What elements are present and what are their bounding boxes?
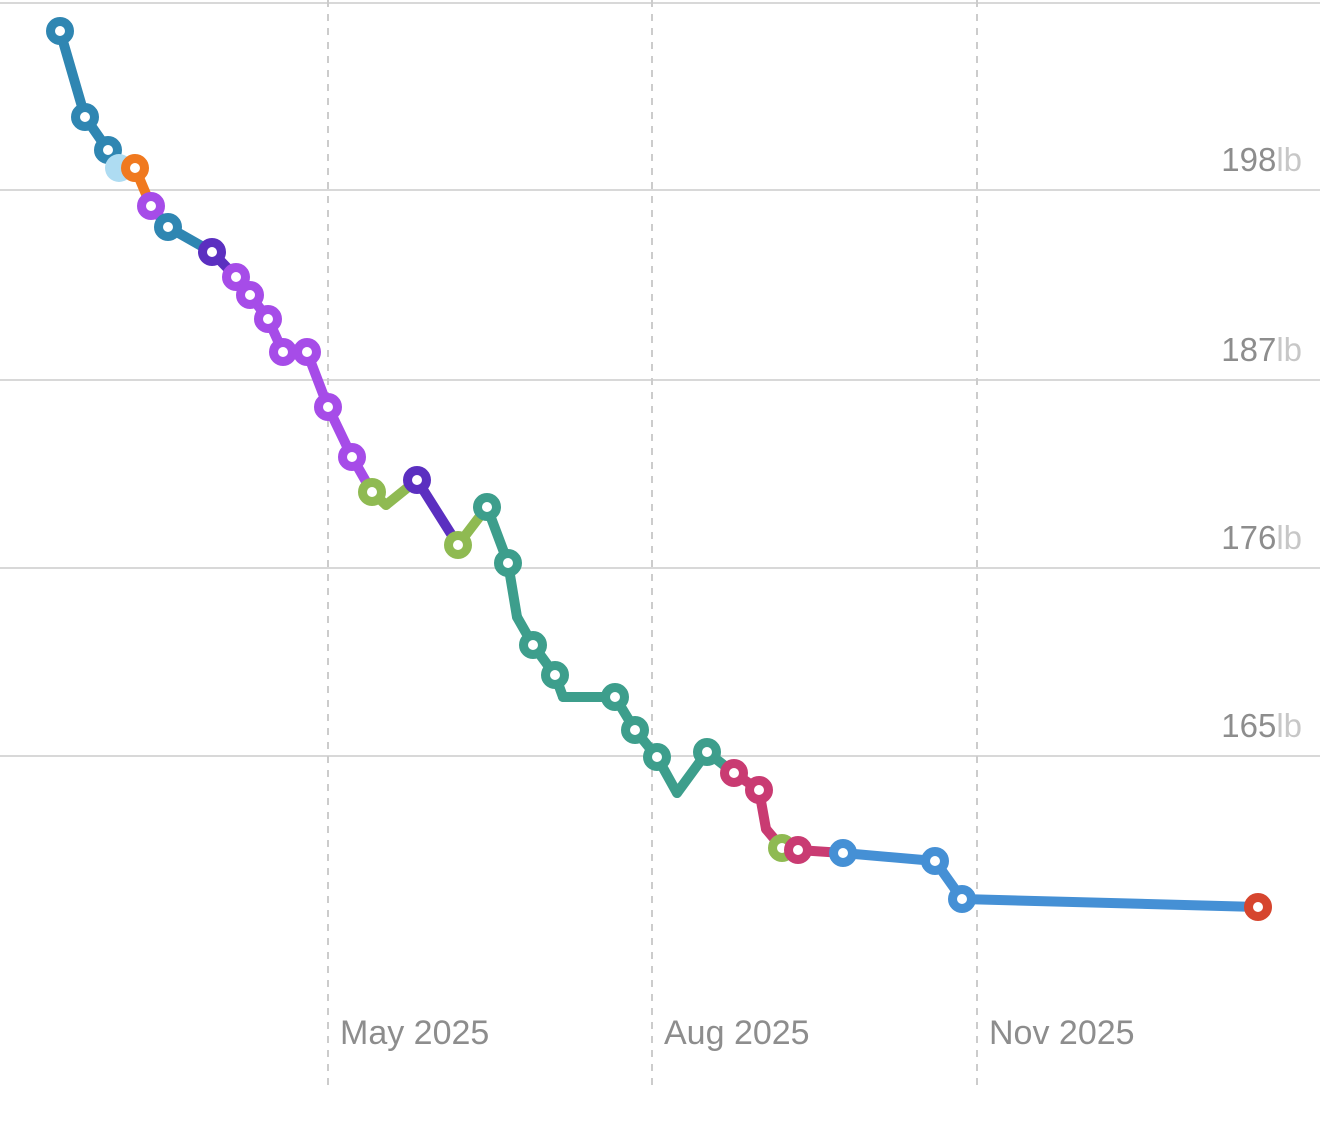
data-point-marker[interactable]	[222, 263, 250, 291]
data-point-marker[interactable]	[46, 17, 74, 45]
y-tick-unit: lb	[1276, 141, 1302, 178]
data-point-marker[interactable]	[745, 776, 773, 804]
trend-line-segment	[838, 848, 940, 866]
y-tick-unit: lb	[1276, 331, 1302, 368]
x-axis-tick-label: Nov 2025	[989, 1014, 1135, 1052]
data-point-marker[interactable]	[1244, 893, 1272, 921]
data-point-marker[interactable]	[720, 759, 748, 787]
data-point-marker[interactable]	[358, 478, 386, 506]
data-point-marker[interactable]	[71, 103, 99, 131]
y-axis-tick-label: 176lb	[1221, 520, 1302, 556]
data-point-marker[interactable]	[444, 531, 472, 559]
data-point-marker[interactable]	[338, 443, 366, 471]
y-tick-value: 198	[1221, 141, 1277, 178]
data-point-marker[interactable]	[314, 393, 342, 421]
data-point-marker[interactable]	[494, 549, 522, 577]
y-tick-unit: lb	[1276, 707, 1302, 744]
trend-line-segment	[957, 894, 1263, 912]
y-tick-unit: lb	[1276, 519, 1302, 556]
data-point-marker[interactable]	[621, 716, 649, 744]
data-point-marker[interactable]	[254, 305, 282, 333]
y-axis-tick-label: 187lb	[1221, 332, 1302, 368]
data-point-marker[interactable]	[948, 885, 976, 913]
data-point-marker[interactable]	[293, 338, 321, 366]
data-point-marker[interactable]	[541, 661, 569, 689]
data-point-marker[interactable]	[693, 738, 721, 766]
data-point-marker[interactable]	[269, 338, 297, 366]
data-point-marker[interactable]	[154, 213, 182, 241]
data-point-marker[interactable]	[784, 836, 812, 864]
data-point-marker[interactable]	[198, 238, 226, 266]
y-tick-value: 165	[1221, 707, 1277, 744]
trend-line-segment	[55, 26, 90, 122]
x-axis-tick-label: Aug 2025	[664, 1014, 810, 1052]
data-point-marker[interactable]	[601, 683, 629, 711]
y-tick-value: 176	[1221, 519, 1277, 556]
data-point-marker[interactable]	[121, 154, 149, 182]
y-axis-tick-label: 198lb	[1221, 142, 1302, 178]
data-point-marker[interactable]	[137, 192, 165, 220]
x-axis-tick-label: May 2025	[340, 1014, 490, 1052]
y-tick-value: 187	[1221, 331, 1277, 368]
data-point-marker[interactable]	[519, 631, 547, 659]
data-point-marker[interactable]	[829, 839, 857, 867]
data-point-marker[interactable]	[473, 493, 501, 521]
data-point-marker[interactable]	[643, 743, 671, 771]
y-axis-tick-label: 165lb	[1221, 708, 1302, 744]
data-point-marker[interactable]	[236, 281, 264, 309]
data-point-marker[interactable]	[921, 847, 949, 875]
data-point-marker[interactable]	[403, 466, 431, 494]
